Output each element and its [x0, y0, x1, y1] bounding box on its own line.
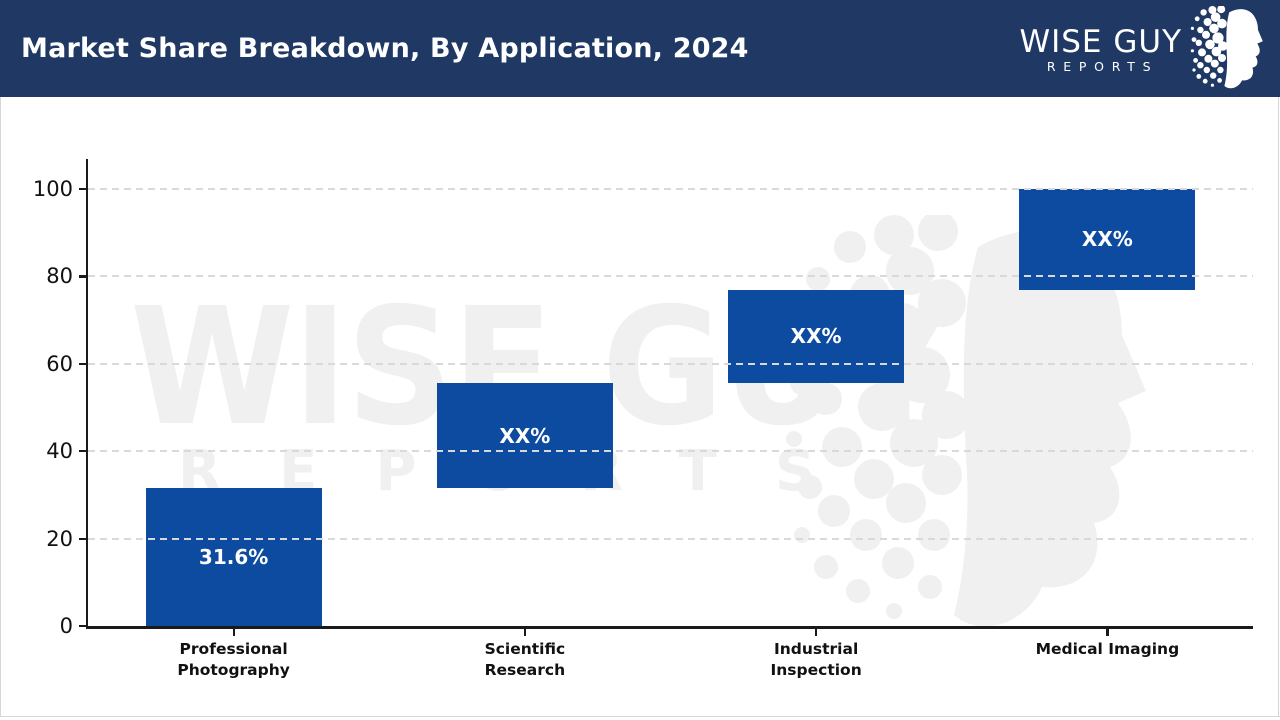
logo-face-icon — [1190, 6, 1263, 89]
x-tick-mark — [815, 628, 818, 636]
x-category-label: Professional Photography — [177, 640, 290, 679]
y-tick-mark — [79, 450, 88, 453]
x-tick-mark — [523, 628, 527, 636]
x-axis-line — [86, 626, 1253, 629]
waterfall-chart: WISE GUY REPORTS 02040608010031.6%XX%XX%… — [0, 97, 1280, 720]
wise-guy-logo: WISE GUY REPORTS — [1019, 4, 1266, 96]
y-tick-label: 40 — [46, 439, 73, 464]
image-border-left — [0, 97, 1, 717]
y-tick-mark — [79, 362, 88, 365]
page-title: Market Share Breakdown, By Application, … — [21, 33, 749, 64]
y-tick-mark — [79, 537, 88, 540]
logo-wordmark: WISE GUY — [1019, 24, 1182, 60]
image-border-right — [1278, 97, 1279, 717]
y-tick-mark — [79, 275, 88, 278]
bar — [145, 487, 322, 626]
header-bar: Market Share Breakdown, By Application, … — [0, 0, 1280, 97]
y-tick-label: 80 — [46, 264, 73, 289]
logo-subtitle: REPORTS — [1046, 59, 1159, 74]
grid-line — [88, 362, 1253, 365]
x-category-label: Medical Imaging — [1035, 640, 1180, 658]
image-border-bottom — [0, 716, 1280, 717]
y-axis-line — [86, 159, 89, 628]
y-tick-label: 0 — [59, 614, 73, 638]
bar — [436, 383, 613, 488]
logo-text: WISE GUY REPORTS — [1019, 25, 1182, 75]
y-tick-label: 60 — [46, 351, 73, 376]
bar-label: XX% — [499, 423, 551, 448]
grid-line — [88, 275, 1253, 278]
bar — [1019, 189, 1196, 290]
y-tick-label: 20 — [46, 526, 73, 551]
grid-line — [88, 450, 1253, 453]
y-tick-label: 100 — [32, 177, 73, 201]
x-category-label: Scientific Research — [484, 640, 566, 679]
grid-line — [88, 537, 1253, 540]
y-tick-mark — [79, 188, 88, 191]
bar-label: 31.6% — [198, 544, 269, 569]
grid-line — [88, 188, 1253, 190]
bar — [728, 289, 905, 384]
y-tick-mark — [79, 625, 88, 628]
bar-label: XX% — [1081, 227, 1133, 252]
x-tick-mark — [232, 628, 235, 636]
x-tick-mark — [1106, 628, 1109, 636]
bar-label: XX% — [790, 324, 842, 349]
x-category-label: Industrial Inspection — [770, 640, 862, 679]
